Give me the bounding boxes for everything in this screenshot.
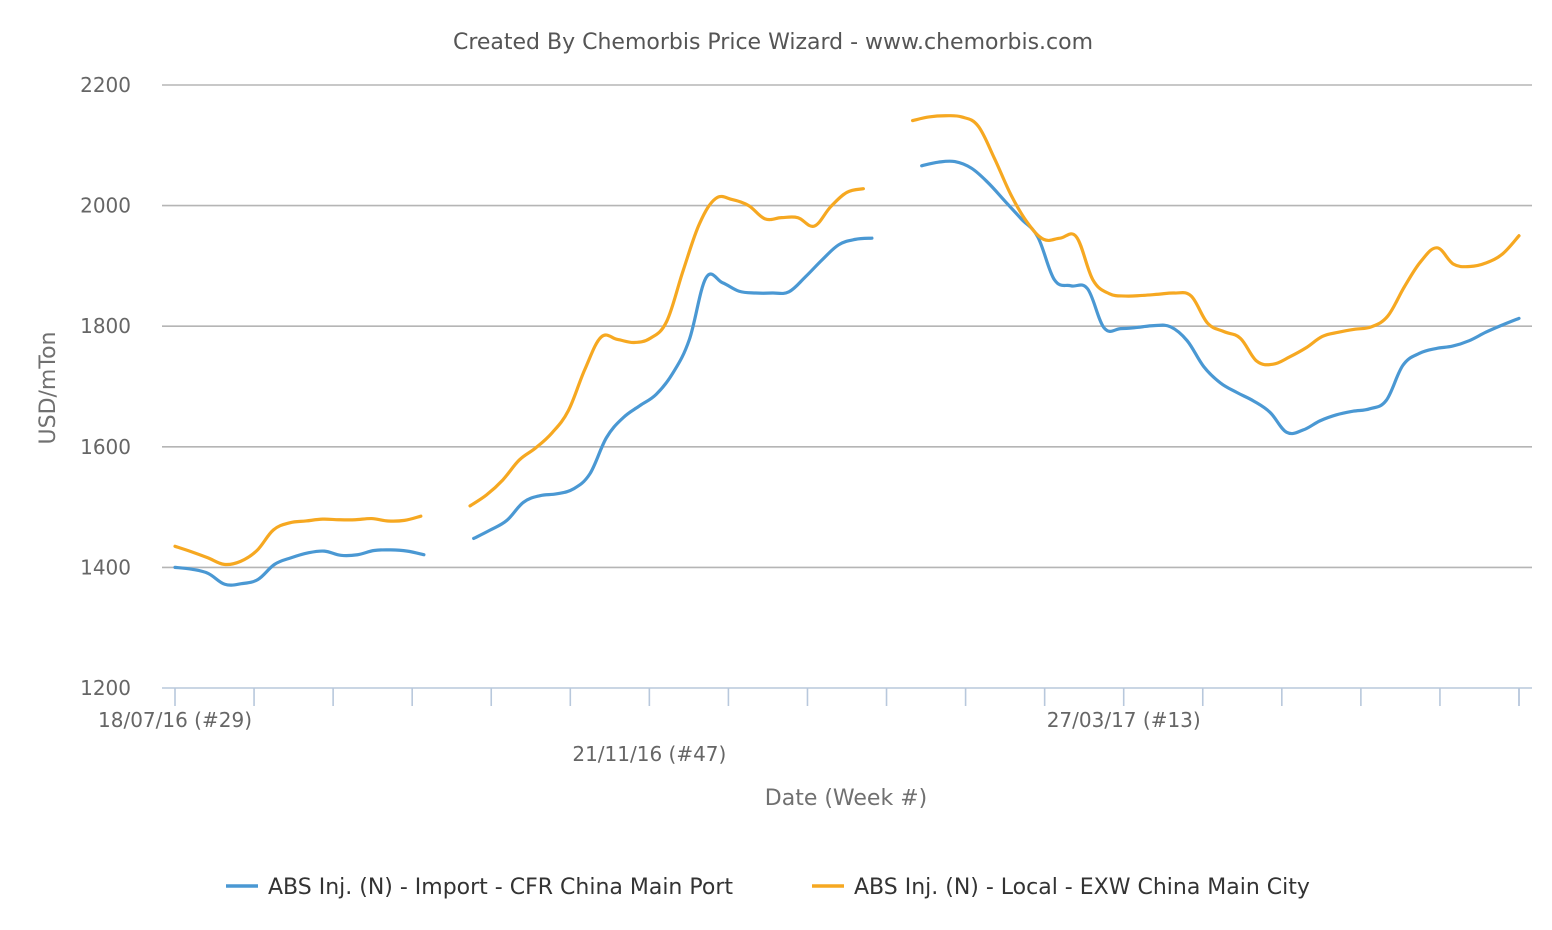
legend: ABS Inj. (N) - Import - CFR China Main P… <box>226 875 1310 900</box>
grid-lines <box>162 84 1532 569</box>
chart-title: Created By Chemorbis Price Wizard - www.… <box>453 30 1093 55</box>
x-tick-label: 18/07/16 (#29) <box>98 708 252 732</box>
x-axis-title: Date (Week #) <box>765 786 927 811</box>
legend-label-import: ABS Inj. (N) - Import - CFR China Main P… <box>268 875 733 900</box>
series-line-0-segment-0 <box>173 548 426 587</box>
y-axis-title: USD/mTon <box>36 332 61 445</box>
x-axis <box>162 687 1532 706</box>
series-line-0-segment-1 <box>472 236 874 541</box>
y-axis-ticks: 1200 1400 1600 1800 2000 2200 <box>80 73 131 700</box>
series-0 <box>173 159 1521 587</box>
series-line-0-segment-2 <box>920 159 1521 436</box>
x-tick-label: 27/03/17 (#13) <box>1047 708 1201 732</box>
x-tick-label: 21/11/16 (#47) <box>572 742 726 766</box>
series-1 <box>173 114 1521 567</box>
y-tick-label: 1600 <box>80 435 131 459</box>
y-tick-label: 1200 <box>80 676 131 700</box>
series-group <box>173 114 1521 587</box>
y-tick-label: 1800 <box>80 314 131 338</box>
y-tick-label: 2000 <box>80 194 131 218</box>
series-line-1-segment-0 <box>173 514 423 567</box>
legend-item-import[interactable]: ABS Inj. (N) - Import - CFR China Main P… <box>226 875 733 900</box>
legend-label-local: ABS Inj. (N) - Local - EXW China Main Ci… <box>854 875 1310 900</box>
legend-item-local[interactable]: ABS Inj. (N) - Local - EXW China Main Ci… <box>812 875 1310 900</box>
x-axis-labels: 18/07/16 (#29) 21/11/16 (#47) 27/03/17 (#1… <box>98 708 1201 766</box>
series-line-1-segment-2 <box>910 114 1521 367</box>
series-line-1-segment-1 <box>468 187 865 508</box>
y-tick-label: 2200 <box>80 73 131 97</box>
y-tick-label: 1400 <box>80 555 131 579</box>
